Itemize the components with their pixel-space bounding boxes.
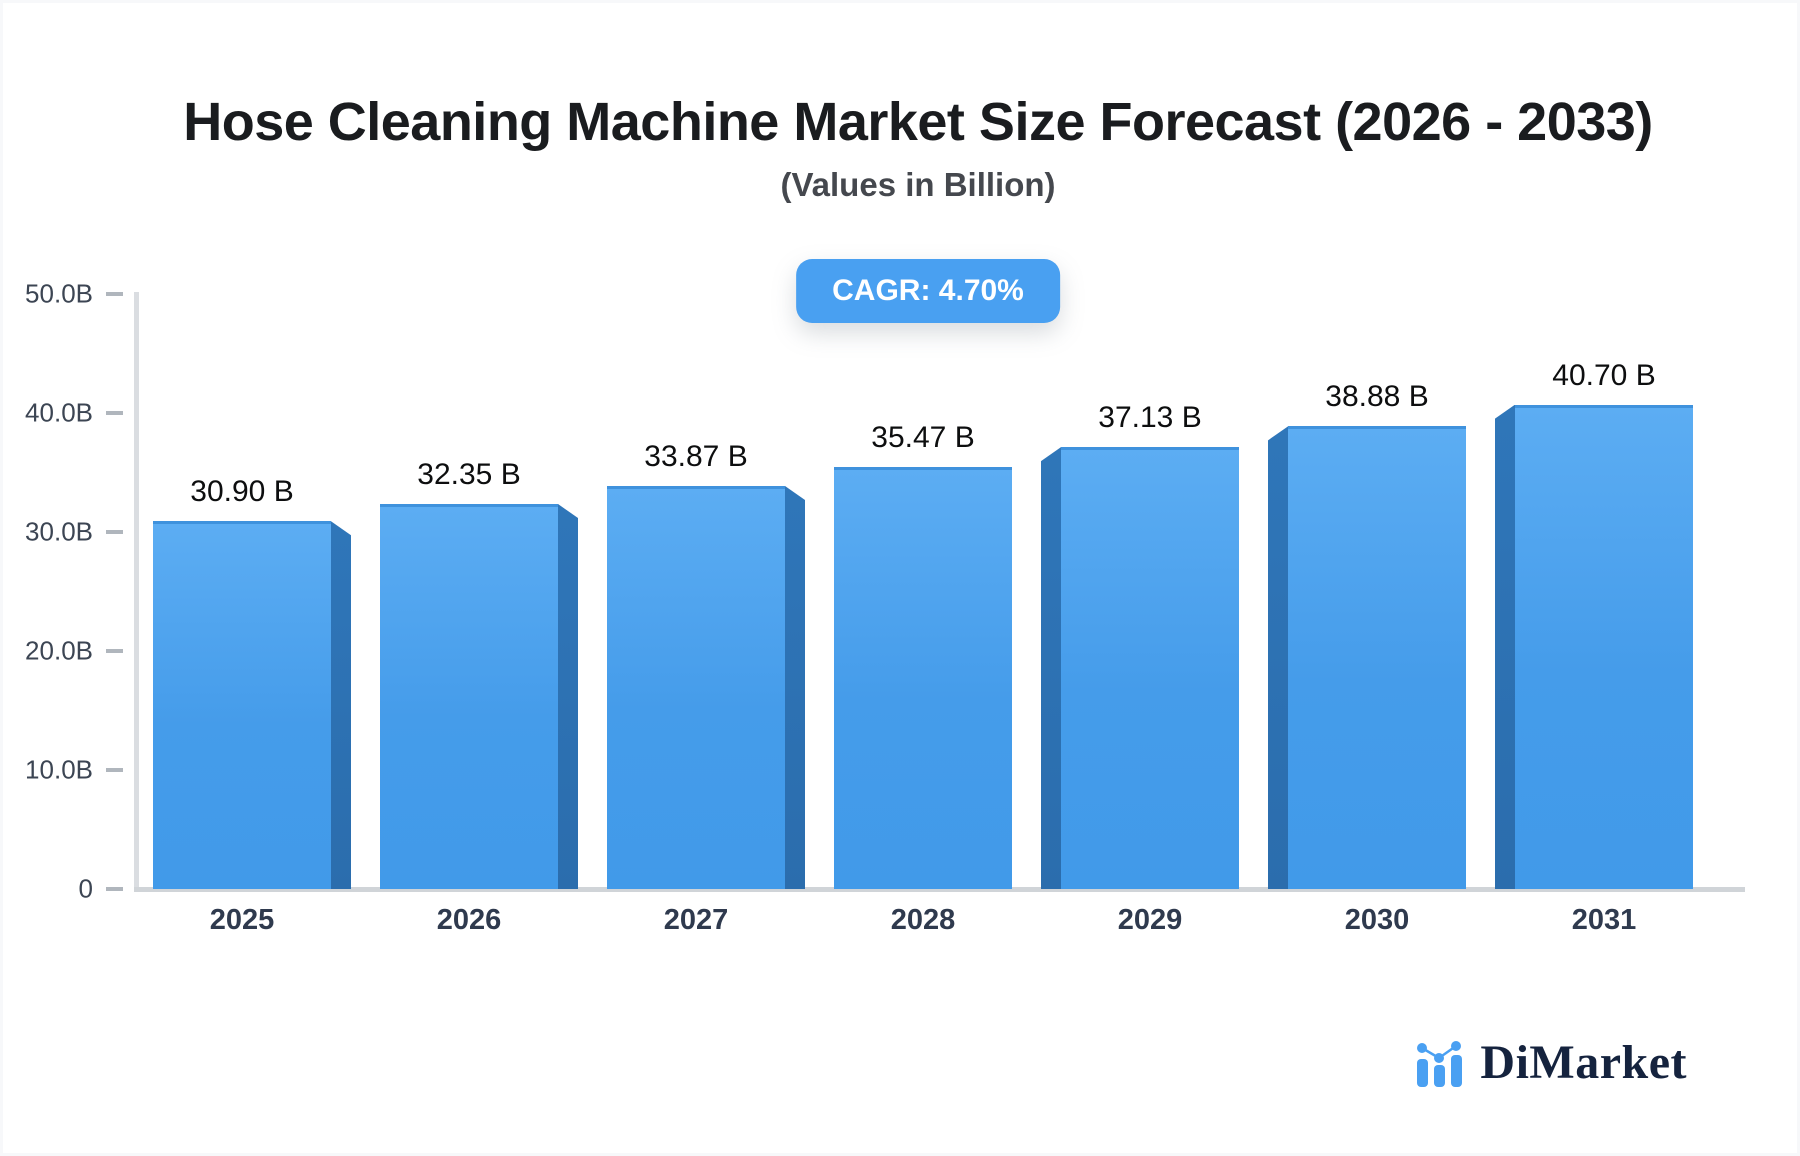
dimarket-logo-text: DiMarket (1480, 1036, 1687, 1089)
x-axis-label: 2027 (663, 904, 729, 936)
x-axis-label: 2029 (1117, 904, 1183, 936)
bar-side (1041, 447, 1061, 889)
y-axis-line (134, 292, 139, 889)
bar (380, 504, 558, 889)
bar-side (1268, 426, 1288, 889)
bar-side (1495, 404, 1515, 889)
bar-value-label: 35.47 B (871, 420, 975, 454)
y-axis-tick (106, 292, 123, 296)
bar-value-label: 33.87 B (644, 439, 748, 473)
bar-value-label: 32.35 B (417, 458, 521, 492)
y-axis-label: 20.0B (25, 635, 93, 666)
y-axis-label: 30.0B (25, 516, 93, 547)
bar (153, 521, 331, 889)
y-axis-label: 50.0B (25, 278, 93, 309)
bar-side (558, 504, 578, 889)
chart-title: Hose Cleaning Machine Market Size Foreca… (183, 92, 1653, 152)
y-axis-tick (106, 530, 123, 534)
bar-side (331, 521, 351, 889)
y-axis-label: 10.0B (25, 754, 93, 785)
bar-value-label: 40.70 B (1552, 358, 1656, 392)
bar (1061, 447, 1239, 889)
dimarket-logo: DiMarket (1414, 1033, 1687, 1087)
bar-value-label: 30.90 B (190, 475, 294, 509)
bar-value-label: 38.88 B (1325, 380, 1429, 414)
y-axis-label: 40.0B (25, 397, 93, 428)
y-axis-tick (106, 887, 123, 891)
y-axis-tick (106, 649, 123, 653)
x-axis-label: 2030 (1344, 904, 1410, 936)
y-axis-tick (106, 768, 123, 772)
cagr-badge: CAGR: 4.70% (796, 259, 1060, 323)
bar (1288, 426, 1466, 889)
x-axis-label: 2031 (1571, 904, 1637, 936)
y-axis-label: 0 (78, 873, 93, 904)
x-axis-label: 2026 (436, 904, 502, 936)
bar (607, 485, 785, 889)
x-axis-label: 2025 (209, 904, 275, 936)
bar-side (785, 485, 805, 889)
bar (1515, 404, 1693, 889)
x-axis-label: 2028 (890, 904, 956, 936)
bar (834, 466, 1012, 889)
bar-value-label: 37.13 B (1098, 401, 1202, 435)
chart-subtitle: (Values in Billion) (780, 166, 1056, 203)
dimarket-logo-icon (1417, 1041, 1463, 1087)
y-axis-tick (106, 411, 123, 415)
x-axis-baseline (134, 887, 1745, 892)
